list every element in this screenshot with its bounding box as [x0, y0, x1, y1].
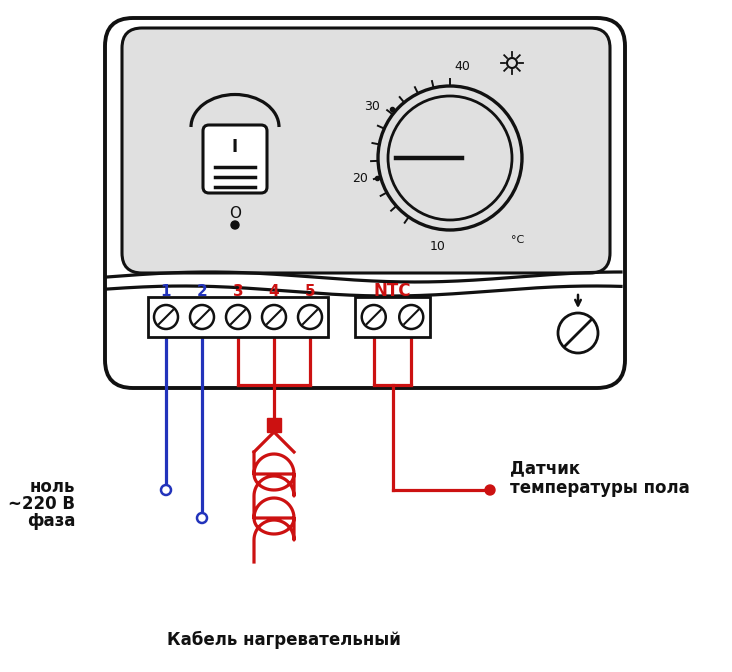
Text: Кабель нагревательный: Кабель нагревательный	[167, 631, 401, 649]
Text: 2: 2	[197, 284, 207, 298]
Bar	[148, 297, 328, 337]
FancyBboxPatch shape	[105, 18, 625, 388]
Text: 30: 30	[364, 99, 380, 112]
Text: Датчик: Датчик	[510, 459, 580, 477]
Text: °C: °C	[512, 235, 525, 245]
Text: температуры пола: температуры пола	[510, 479, 690, 497]
Circle shape	[161, 485, 171, 495]
Text: 20: 20	[352, 171, 368, 185]
Text: ноль: ноль	[29, 478, 75, 496]
Text: ~220 В: ~220 В	[8, 495, 75, 513]
Text: 3: 3	[233, 284, 243, 298]
Circle shape	[226, 305, 250, 329]
Circle shape	[154, 305, 178, 329]
Circle shape	[231, 221, 239, 229]
Circle shape	[190, 305, 214, 329]
Text: 5: 5	[305, 284, 315, 298]
Text: фаза: фаза	[26, 512, 75, 530]
Circle shape	[399, 305, 423, 329]
FancyBboxPatch shape	[203, 125, 267, 193]
Circle shape	[485, 485, 495, 495]
Circle shape	[388, 96, 512, 220]
Text: I: I	[232, 138, 238, 156]
Circle shape	[362, 305, 386, 329]
Circle shape	[197, 513, 207, 523]
Text: 40: 40	[454, 60, 470, 73]
Bar	[267, 418, 281, 432]
Circle shape	[298, 305, 322, 329]
Text: 4: 4	[269, 284, 280, 298]
Text: 10: 10	[430, 239, 446, 253]
Text: O: O	[229, 206, 241, 220]
Bar	[355, 297, 430, 337]
FancyBboxPatch shape	[122, 28, 610, 273]
Circle shape	[558, 313, 598, 353]
Text: NTC: NTC	[374, 282, 411, 300]
Circle shape	[262, 305, 286, 329]
Text: 1: 1	[161, 284, 171, 298]
